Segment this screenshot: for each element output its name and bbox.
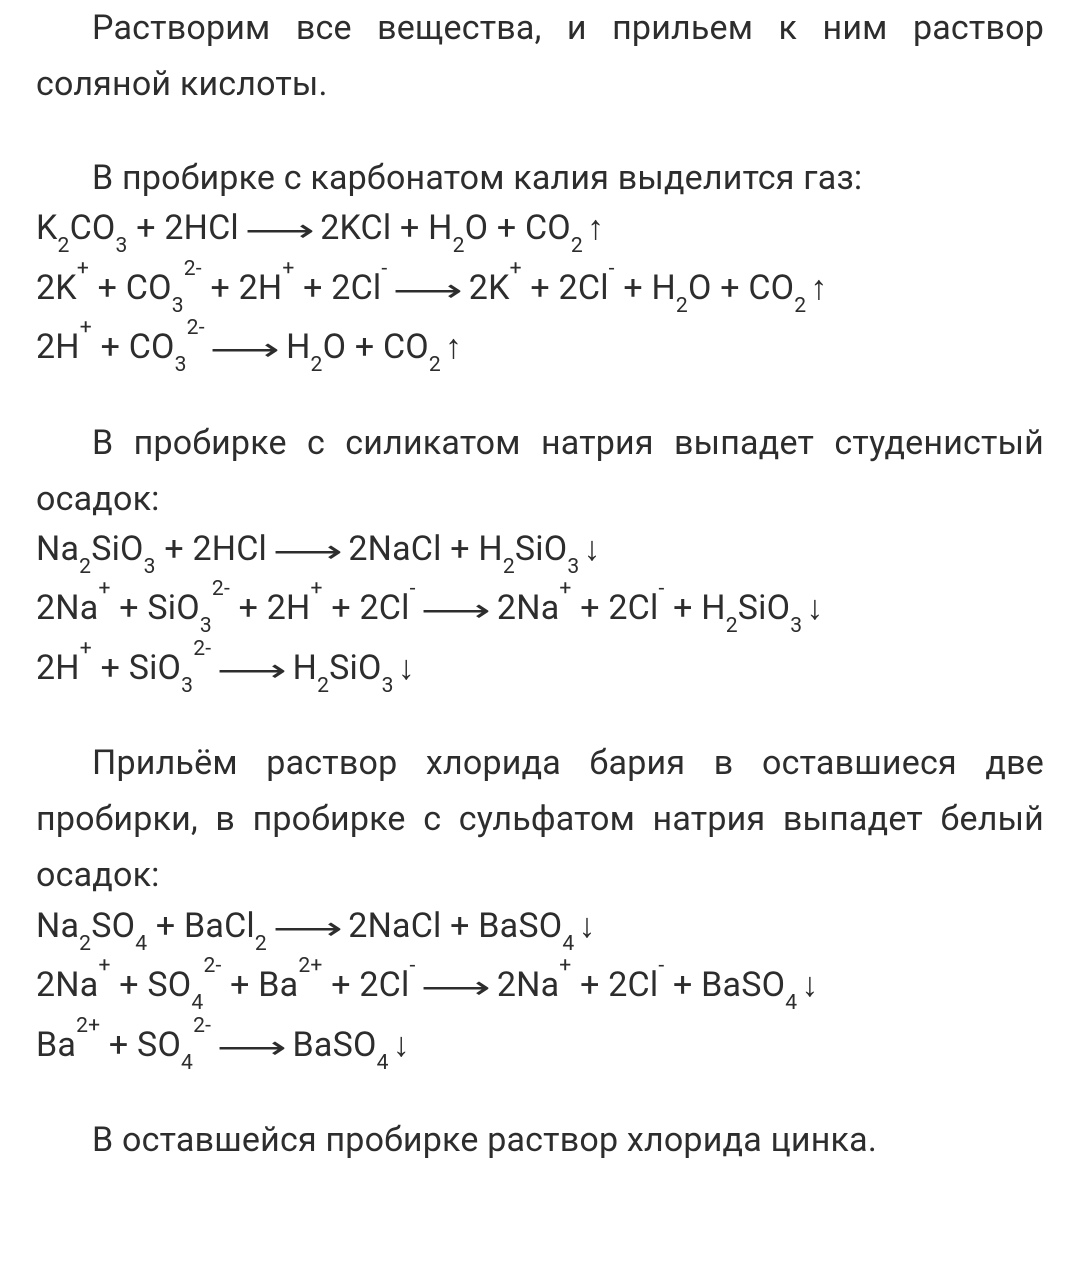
intro-paragraph: Растворим все вещества, и прильем к ним …: [36, 0, 1044, 112]
section2-eq3: 2H+ + SiO32- ⟶ H2SiO3↓: [36, 640, 1044, 697]
section2-eq1: Na2SiO3 + 2HCl ⟶ 2NaCl + H2SiO3↓: [36, 521, 1044, 578]
section1-eq1: K2CO3 + 2HCl ⟶ 2KCl + H2O + CO2↑: [36, 200, 1044, 257]
section3-prose: Прильём раствор хлорида бария в оставшие…: [36, 735, 1044, 903]
section1-eq3: 2H+ + CO32- ⟶ H2O + CO2↑: [36, 319, 1044, 376]
section3-eq2: 2Na+ + SO42- + Ba2+ + 2Cl- ⟶ 2Na+ + 2Cl-…: [36, 957, 1044, 1014]
section1-equations: K2CO3 + 2HCl ⟶ 2KCl + H2O + CO2↑ 2K+ + C…: [36, 200, 1044, 376]
section3-eq3: Ba2+ + SO42- ⟶ BaSO4↓: [36, 1017, 1044, 1074]
section1-eq2: 2K+ + CO32- + 2H+ + 2Cl- ⟶ 2K+ + 2Cl- + …: [36, 260, 1044, 317]
outro-paragraph: В оставшейся пробирке раствор хлорида ци…: [36, 1112, 1044, 1168]
section2-equations: Na2SiO3 + 2HCl ⟶ 2NaCl + H2SiO3↓ 2Na+ + …: [36, 521, 1044, 697]
section2-prose: В пробирке с силикатом натрия выпадет ст…: [36, 415, 1044, 527]
section3-equations: Na2SO4 + BaCl2 ⟶ 2NaCl + BaSO4↓ 2Na+ + S…: [36, 898, 1044, 1074]
section2-eq2: 2Na+ + SiO32- + 2H+ + 2Cl- ⟶ 2Na+ + 2Cl-…: [36, 580, 1044, 637]
section1-prose: В пробирке с карбонатом калия выделится …: [36, 150, 1044, 206]
section3-eq1: Na2SO4 + BaCl2 ⟶ 2NaCl + BaSO4↓: [36, 898, 1044, 955]
